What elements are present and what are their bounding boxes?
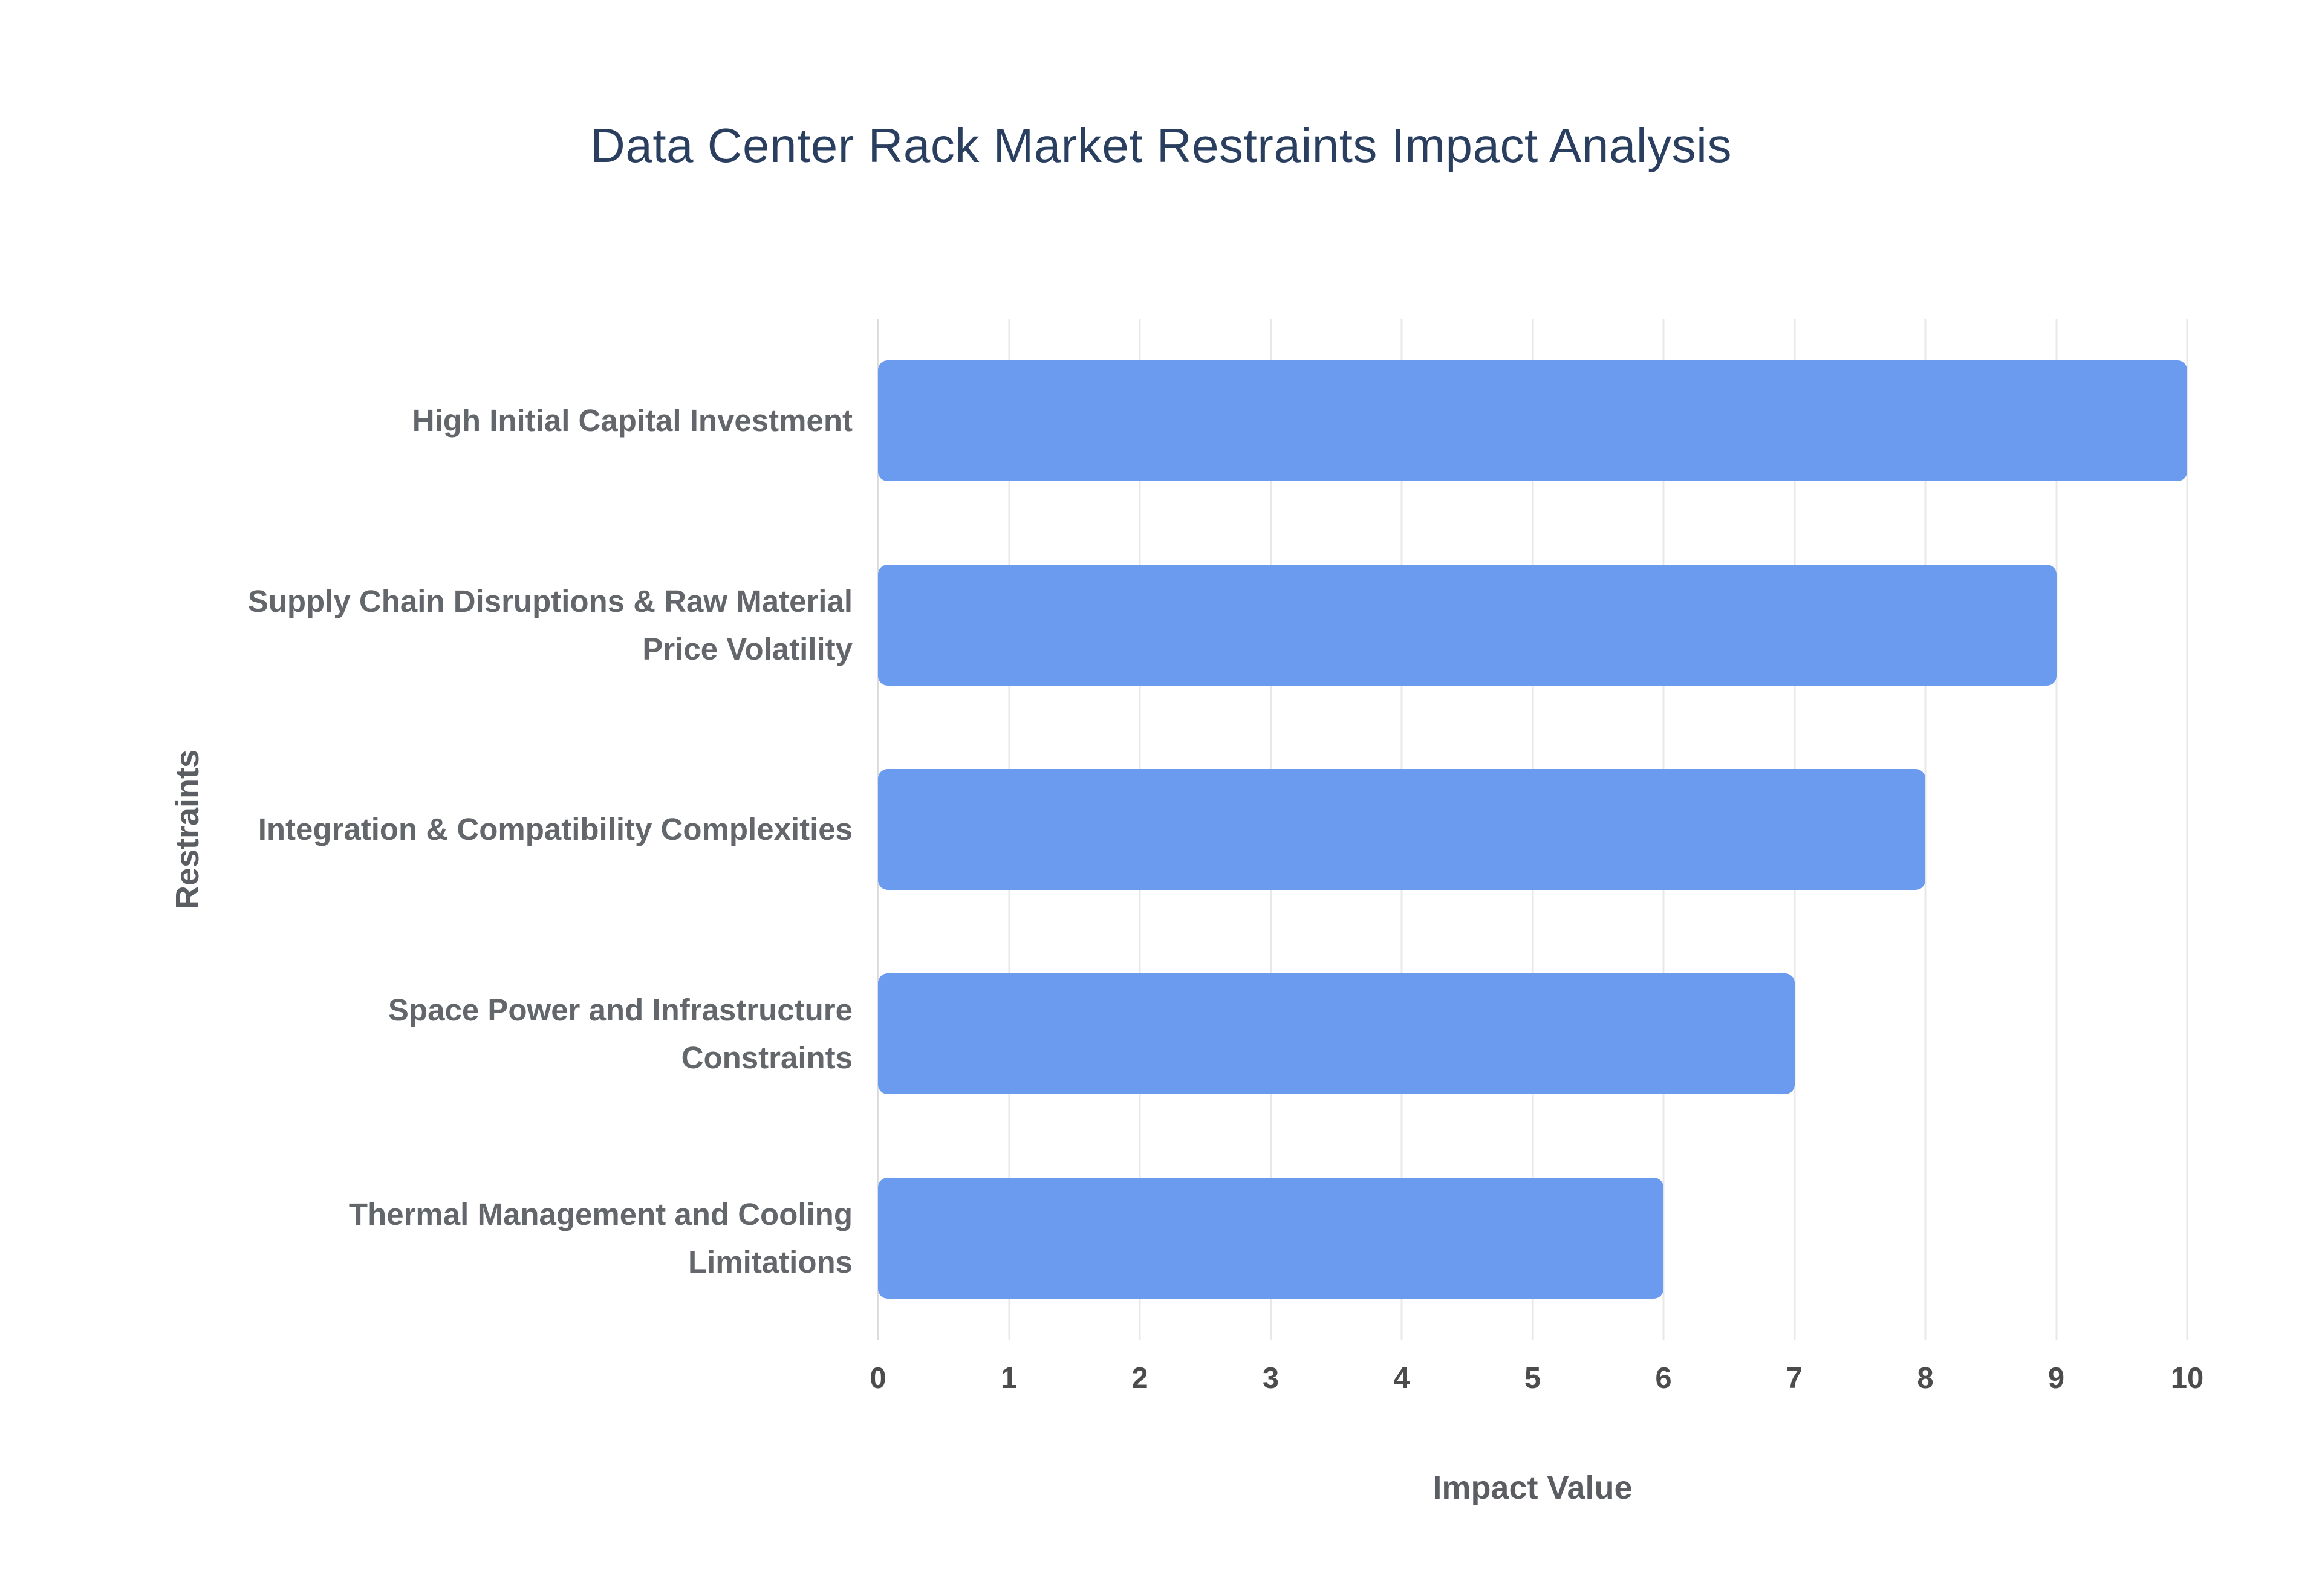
x-axis-ticks: 0 1 2 3 4 5 6 7 8 9 10 [870, 1361, 2203, 1410]
gridline [2055, 319, 2057, 1340]
x-tick-label: 6 [1655, 1362, 1672, 1395]
category-label: Thermal Management and Cooling Limitatio… [348, 1196, 853, 1279]
bar-row [878, 932, 2187, 1136]
bar [878, 973, 1795, 1094]
category-label: Supply Chain Disruptions & Raw Material … [247, 583, 853, 666]
category-label: Integration & Compatibility Complexities [258, 812, 853, 847]
x-tick-label: 10 [2170, 1362, 2204, 1395]
bar [878, 769, 1925, 890]
gridline [1924, 319, 1927, 1340]
bar-row [878, 1136, 2187, 1340]
x-axis-title: Impact Value [1433, 1470, 1633, 1506]
bar-row [878, 727, 2187, 932]
bar-row [878, 319, 2187, 523]
category-label: High Initial Capital Investment [412, 403, 853, 438]
x-tick-label: 0 [870, 1362, 886, 1395]
x-tick-label: 5 [1524, 1362, 1541, 1395]
bar [878, 565, 2057, 686]
chart-title: Data Center Rack Market Restraints Impac… [590, 118, 1732, 172]
x-tick-label: 2 [1131, 1362, 1148, 1395]
bar [878, 1178, 1663, 1299]
x-tick-label: 8 [1917, 1362, 1934, 1395]
y-axis-title: Restraints [169, 749, 206, 910]
x-tick-label: 4 [1393, 1362, 1410, 1395]
plot-area [877, 319, 2188, 1340]
gridline [2186, 319, 2188, 1340]
bar-row [878, 523, 2187, 727]
bar [878, 360, 2187, 481]
x-tick-label: 1 [1000, 1362, 1018, 1395]
category-label: Space Power and Infrastructure Constrain… [388, 992, 853, 1075]
category-axis: High Initial Capital Investment Supply Ch… [224, 319, 853, 1340]
bars-layer [878, 319, 2187, 1340]
x-tick-label: 3 [1262, 1362, 1280, 1395]
x-tick-label: 7 [1786, 1362, 1803, 1395]
x-tick-label: 9 [2047, 1362, 2065, 1395]
